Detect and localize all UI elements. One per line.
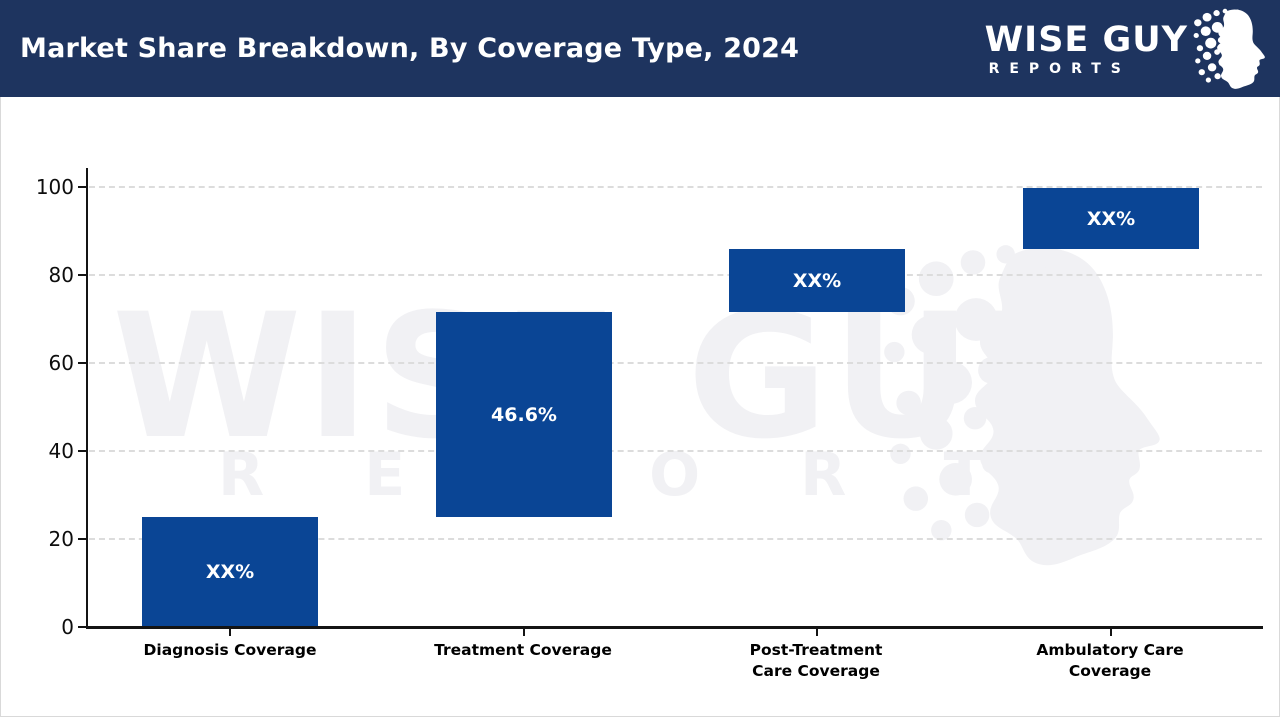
bar-value-label: 46.6%: [491, 403, 557, 426]
logo-wordmark: WISE GUY REPORTS: [985, 21, 1188, 77]
y-tick-label-40: 40: [48, 439, 74, 463]
x-tick: [1110, 629, 1112, 636]
y-tick: [78, 274, 86, 276]
watermark-head-icon: [878, 238, 1164, 574]
y-axis-spine: [86, 168, 88, 629]
y-tick: [78, 626, 86, 628]
x-label-line: Care Coverage: [752, 662, 880, 680]
bar-value-label: XX%: [205, 561, 255, 583]
bar-post-treatment-care-coverage: XX%: [729, 249, 905, 312]
page-title: Market Share Breakdown, By Coverage Type…: [20, 33, 800, 64]
y-tick-label-0: 0: [61, 615, 74, 639]
bar-value-label: XX%: [1086, 207, 1136, 230]
x-label-treatment-coverage: Treatment Coverage: [408, 640, 638, 661]
gridline-20: [89, 538, 1262, 540]
logo-wordmark-line1: WISE GUY: [984, 19, 1188, 60]
logo-wordmark-line2: REPORTS: [988, 60, 1131, 77]
x-label-line: Ambulatory Care: [1036, 641, 1184, 659]
x-label-line: Diagnosis Coverage: [143, 641, 317, 659]
y-tick: [78, 450, 86, 452]
x-label-line: Post-Treatment: [749, 641, 883, 659]
bar-treatment-coverage: 46.6%: [436, 312, 612, 517]
x-label-line: Treatment Coverage: [434, 641, 612, 659]
y-tick-label-80: 80: [48, 263, 74, 287]
gridline-100: [89, 186, 1262, 188]
x-label-ambulatory-care-coverage: Ambulatory Care Coverage: [995, 640, 1225, 682]
header: Market Share Breakdown, By Coverage Type…: [0, 0, 1280, 97]
bar-value-label: XX%: [792, 269, 842, 292]
x-label-line: Coverage: [1068, 662, 1152, 680]
y-tick-label-60: 60: [48, 351, 74, 375]
gridline-60: [89, 362, 1262, 364]
x-tick: [523, 629, 525, 636]
logo-head-icon: [1192, 7, 1266, 91]
gridline-40: [89, 450, 1262, 452]
bar-diagnosis-coverage: XX%: [142, 517, 318, 627]
y-tick: [78, 538, 86, 540]
y-tick: [78, 362, 86, 364]
x-axis-spine: [86, 626, 1263, 629]
x-tick: [816, 629, 818, 636]
brand-logo: WISE GUY REPORTS: [985, 7, 1266, 91]
y-tick-label-100: 100: [35, 175, 74, 199]
x-tick: [229, 629, 231, 636]
bar-ambulatory-care-coverage: XX%: [1023, 188, 1199, 249]
x-label-post-treatment-care-coverage: Post-Treatment Care Coverage: [701, 640, 931, 682]
y-tick: [78, 186, 86, 188]
gridline-80: [89, 274, 1262, 276]
x-label-diagnosis-coverage: Diagnosis Coverage: [115, 640, 345, 661]
y-tick-label-20: 20: [48, 527, 74, 551]
